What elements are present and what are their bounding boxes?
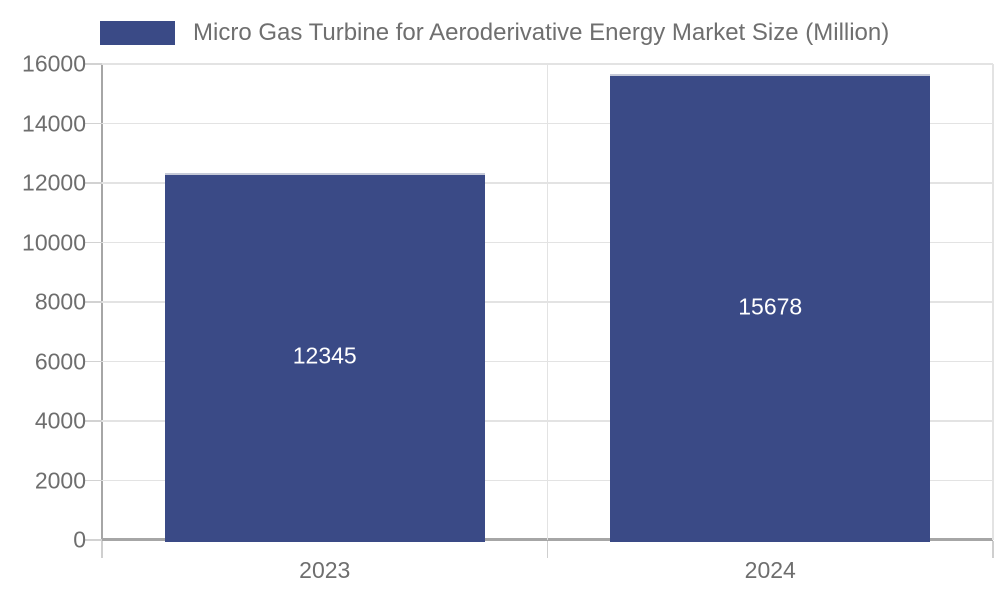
y-tick-label: 8000 [34,288,86,315]
y-tick-label: 4000 [34,407,86,434]
bar-value-label: 12345 [292,342,357,369]
y-tick-label: 12000 [22,169,86,196]
legend-swatch [100,21,175,45]
y-tick-mark [84,420,102,422]
x-tick-label: 2024 [744,557,796,583]
x-tick-mark [992,541,994,558]
plot-area: 12345 15678 [102,63,994,542]
y-tick-mark [84,63,102,65]
y-tick-label: 2000 [34,467,86,493]
y-tick-mark [84,182,102,184]
y-tick-mark [84,360,102,363]
y-tick-mark [84,301,102,303]
x-tick-label: 2023 [299,557,351,583]
legend-label: Micro Gas Turbine for Aeroderivative Ene… [193,19,890,46]
x-tick-mark [546,541,549,558]
y-tick-mark [84,241,102,244]
y-tick-label: 14000 [22,110,86,136]
y-tick-label: 6000 [34,348,86,374]
y-tick-mark [84,539,102,541]
x-tick-mark [101,541,103,558]
bar [610,73,931,542]
y-tick-label: 10000 [22,229,86,255]
bar-value-label: 15678 [738,293,803,320]
category-boundary-gridline [546,64,549,540]
category-boundary-gridline [992,64,994,540]
y-tick-mark [84,479,102,482]
y-tick-mark [84,122,102,125]
bar [164,172,485,542]
y-tick-label: 16000 [22,50,86,77]
legend: Micro Gas Turbine for Aeroderivative Ene… [100,18,889,48]
y-tick-label: 0 [73,526,86,553]
